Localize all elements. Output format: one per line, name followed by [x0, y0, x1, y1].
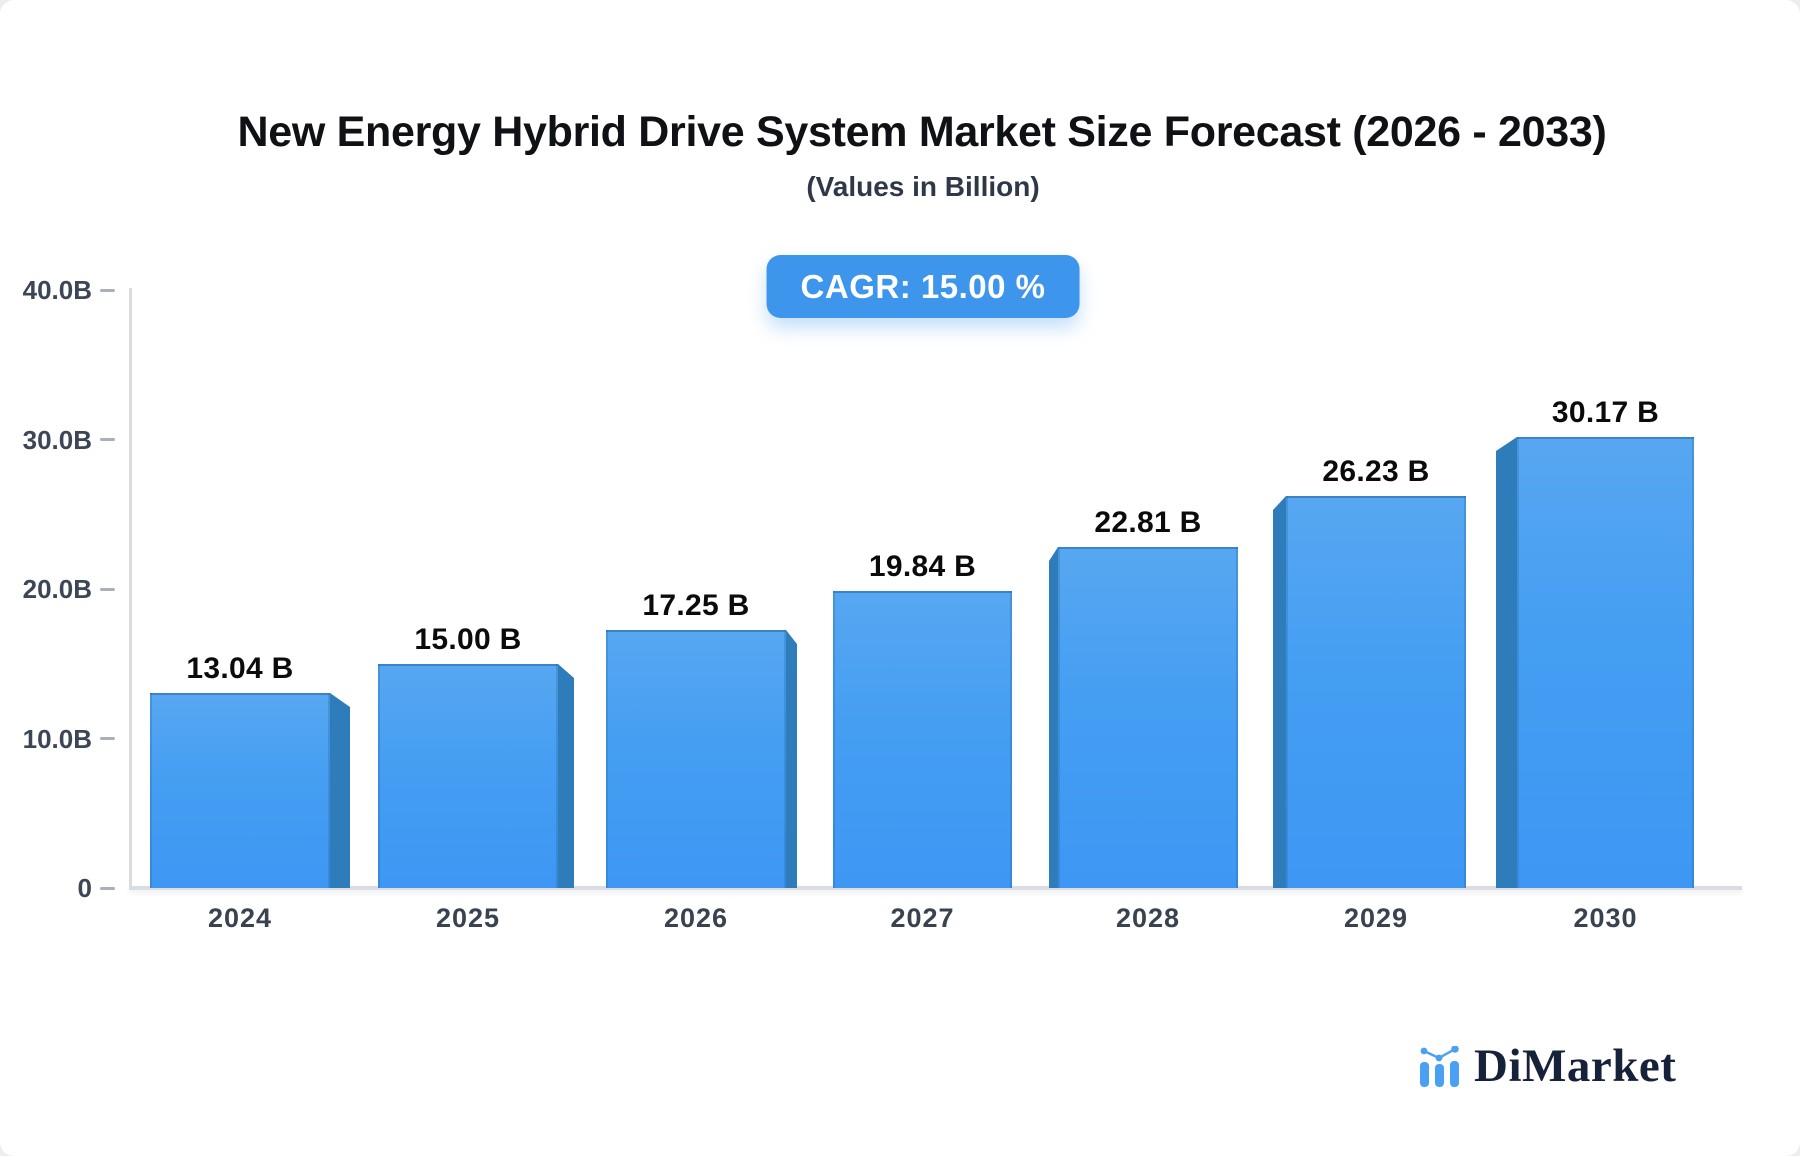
x-tick-label: 2026 [663, 903, 729, 933]
x-tick-label: 2025 [435, 903, 501, 933]
bar-3d-side [1496, 437, 1517, 888]
cagr-badge: CAGR: 15.00 % [766, 255, 1080, 318]
y-tick-label: 10.0B [22, 723, 92, 754]
bar-2029 [1286, 496, 1466, 888]
bar-value-label: 13.04 B [186, 652, 294, 685]
bar-2030 [1517, 437, 1694, 888]
bar-3d-side [786, 630, 797, 888]
x-axis-line [129, 886, 1742, 890]
chart-subtitle: (Values in Billion) [806, 171, 1040, 202]
bar-2024 [150, 693, 330, 888]
chart-title: New Energy Hybrid Drive System Market Si… [237, 108, 1607, 156]
y-tick-dash [100, 587, 115, 591]
y-axis-line [129, 288, 132, 889]
bar-3d-side [558, 664, 574, 888]
brand-name: DiMarket [1474, 1040, 1677, 1092]
bar-value-label: 15.00 B [414, 623, 522, 656]
y-tick-label: 40.0B [22, 275, 92, 305]
bar-2028 [1058, 547, 1238, 888]
y-tick-dash [100, 438, 115, 441]
y-tick-label: 0 [77, 873, 92, 903]
bar-2027 [833, 591, 1012, 888]
brand-logo: DiMarket [1420, 1040, 1676, 1092]
y-tick-label: 30.0B [22, 424, 92, 455]
bar-value-label: 26.23 B [1322, 455, 1430, 488]
x-tick-label: 2028 [1115, 903, 1181, 933]
mini-bar-line-chart-icon [1420, 1045, 1461, 1087]
x-tick-label: 2027 [890, 903, 955, 933]
bar-value-label: 17.25 B [642, 589, 750, 622]
x-tick-label: 2024 [207, 903, 273, 933]
bar-2026 [606, 630, 786, 888]
bar-value-label: 30.17 B [1551, 396, 1660, 429]
bar-3d-side [330, 693, 350, 888]
bar-3d-side [1273, 496, 1286, 888]
y-tick-dash [100, 288, 115, 292]
x-tick-label: 2029 [1343, 903, 1409, 933]
y-tick-dash [100, 737, 115, 740]
bar-2025 [378, 664, 558, 888]
x-tick-label: 2030 [1573, 903, 1638, 933]
y-tick-dash [100, 886, 115, 890]
bar-value-label: 19.84 B [868, 550, 977, 583]
bar-3d-side [1049, 547, 1058, 888]
y-tick-label: 20.0B [22, 574, 92, 604]
bar-value-label: 22.81 B [1094, 506, 1202, 539]
